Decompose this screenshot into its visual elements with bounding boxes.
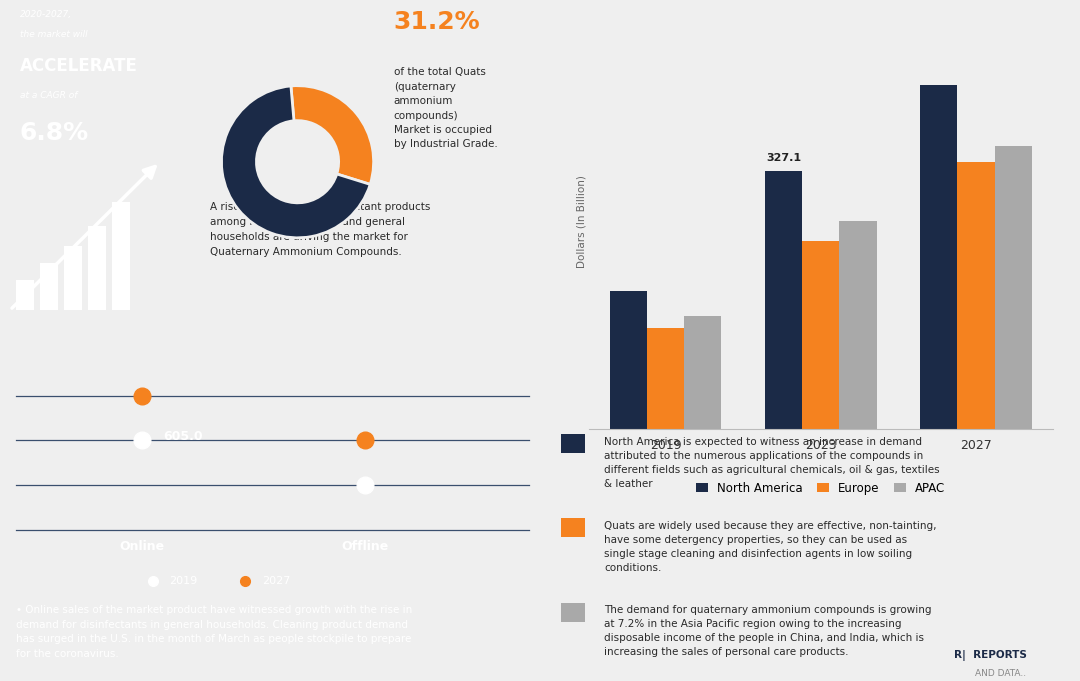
Wedge shape: [221, 86, 370, 238]
Text: The demand for quaternary ammonium compounds is growing
at 7.2% in the Asia Paci: The demand for quaternary ammonium compo…: [604, 605, 932, 657]
Bar: [64, 246, 82, 310]
Text: at a CAGR of: at a CAGR of: [21, 91, 78, 100]
Bar: [112, 202, 130, 310]
Bar: [562, 434, 585, 453]
Bar: [765, 170, 802, 429]
Bar: [40, 263, 58, 310]
Wedge shape: [291, 86, 374, 185]
Text: 6.8%: 6.8%: [21, 121, 90, 145]
Text: 605.0: 605.0: [164, 430, 203, 443]
Text: Dollars (In Billion): Dollars (In Billion): [576, 175, 586, 268]
Bar: [562, 603, 585, 622]
Text: Online: Online: [119, 540, 164, 554]
Text: Offline: Offline: [341, 540, 389, 554]
Bar: [920, 85, 957, 429]
Bar: [562, 518, 585, 537]
Bar: [839, 221, 877, 429]
Text: 31.2%: 31.2%: [394, 10, 481, 34]
Text: AND DATA..: AND DATA..: [975, 669, 1026, 678]
Text: of the total Quats
(quaternary
ammonium
compounds)
Market is occupied
by Industr: of the total Quats (quaternary ammonium …: [394, 67, 498, 149]
Bar: [995, 146, 1031, 429]
Bar: [610, 291, 647, 429]
Text: 327.1: 327.1: [766, 153, 801, 163]
Text: • Online sales of the market product have witnessed growth with the rise in
dema: • Online sales of the market product hav…: [16, 605, 413, 659]
Bar: [16, 280, 33, 310]
Bar: [647, 328, 685, 429]
Text: 2019: 2019: [170, 576, 198, 586]
Legend: North America, Europe, APAC: North America, Europe, APAC: [691, 477, 950, 499]
Text: Quats are widely used because they are effective, non-tainting,
have some deterg: Quats are widely used because they are e…: [604, 521, 936, 573]
Bar: [802, 241, 839, 429]
Text: the market will: the market will: [21, 31, 87, 39]
Text: ACCELERATE: ACCELERATE: [21, 57, 138, 76]
Bar: [957, 162, 995, 429]
Text: A rise in demand for disinfectant products
among hospitals, clinics, and general: A rise in demand for disinfectant produc…: [210, 202, 431, 257]
Bar: [87, 226, 106, 310]
Text: North America is expected to witness an increase in demand
attributed to the num: North America is expected to witness an …: [604, 437, 940, 488]
Bar: [685, 316, 721, 429]
Text: 2027: 2027: [261, 576, 291, 586]
Text: 2020-2027,: 2020-2027,: [21, 10, 72, 19]
Text: R|  REPORTS: R| REPORTS: [954, 650, 1026, 661]
